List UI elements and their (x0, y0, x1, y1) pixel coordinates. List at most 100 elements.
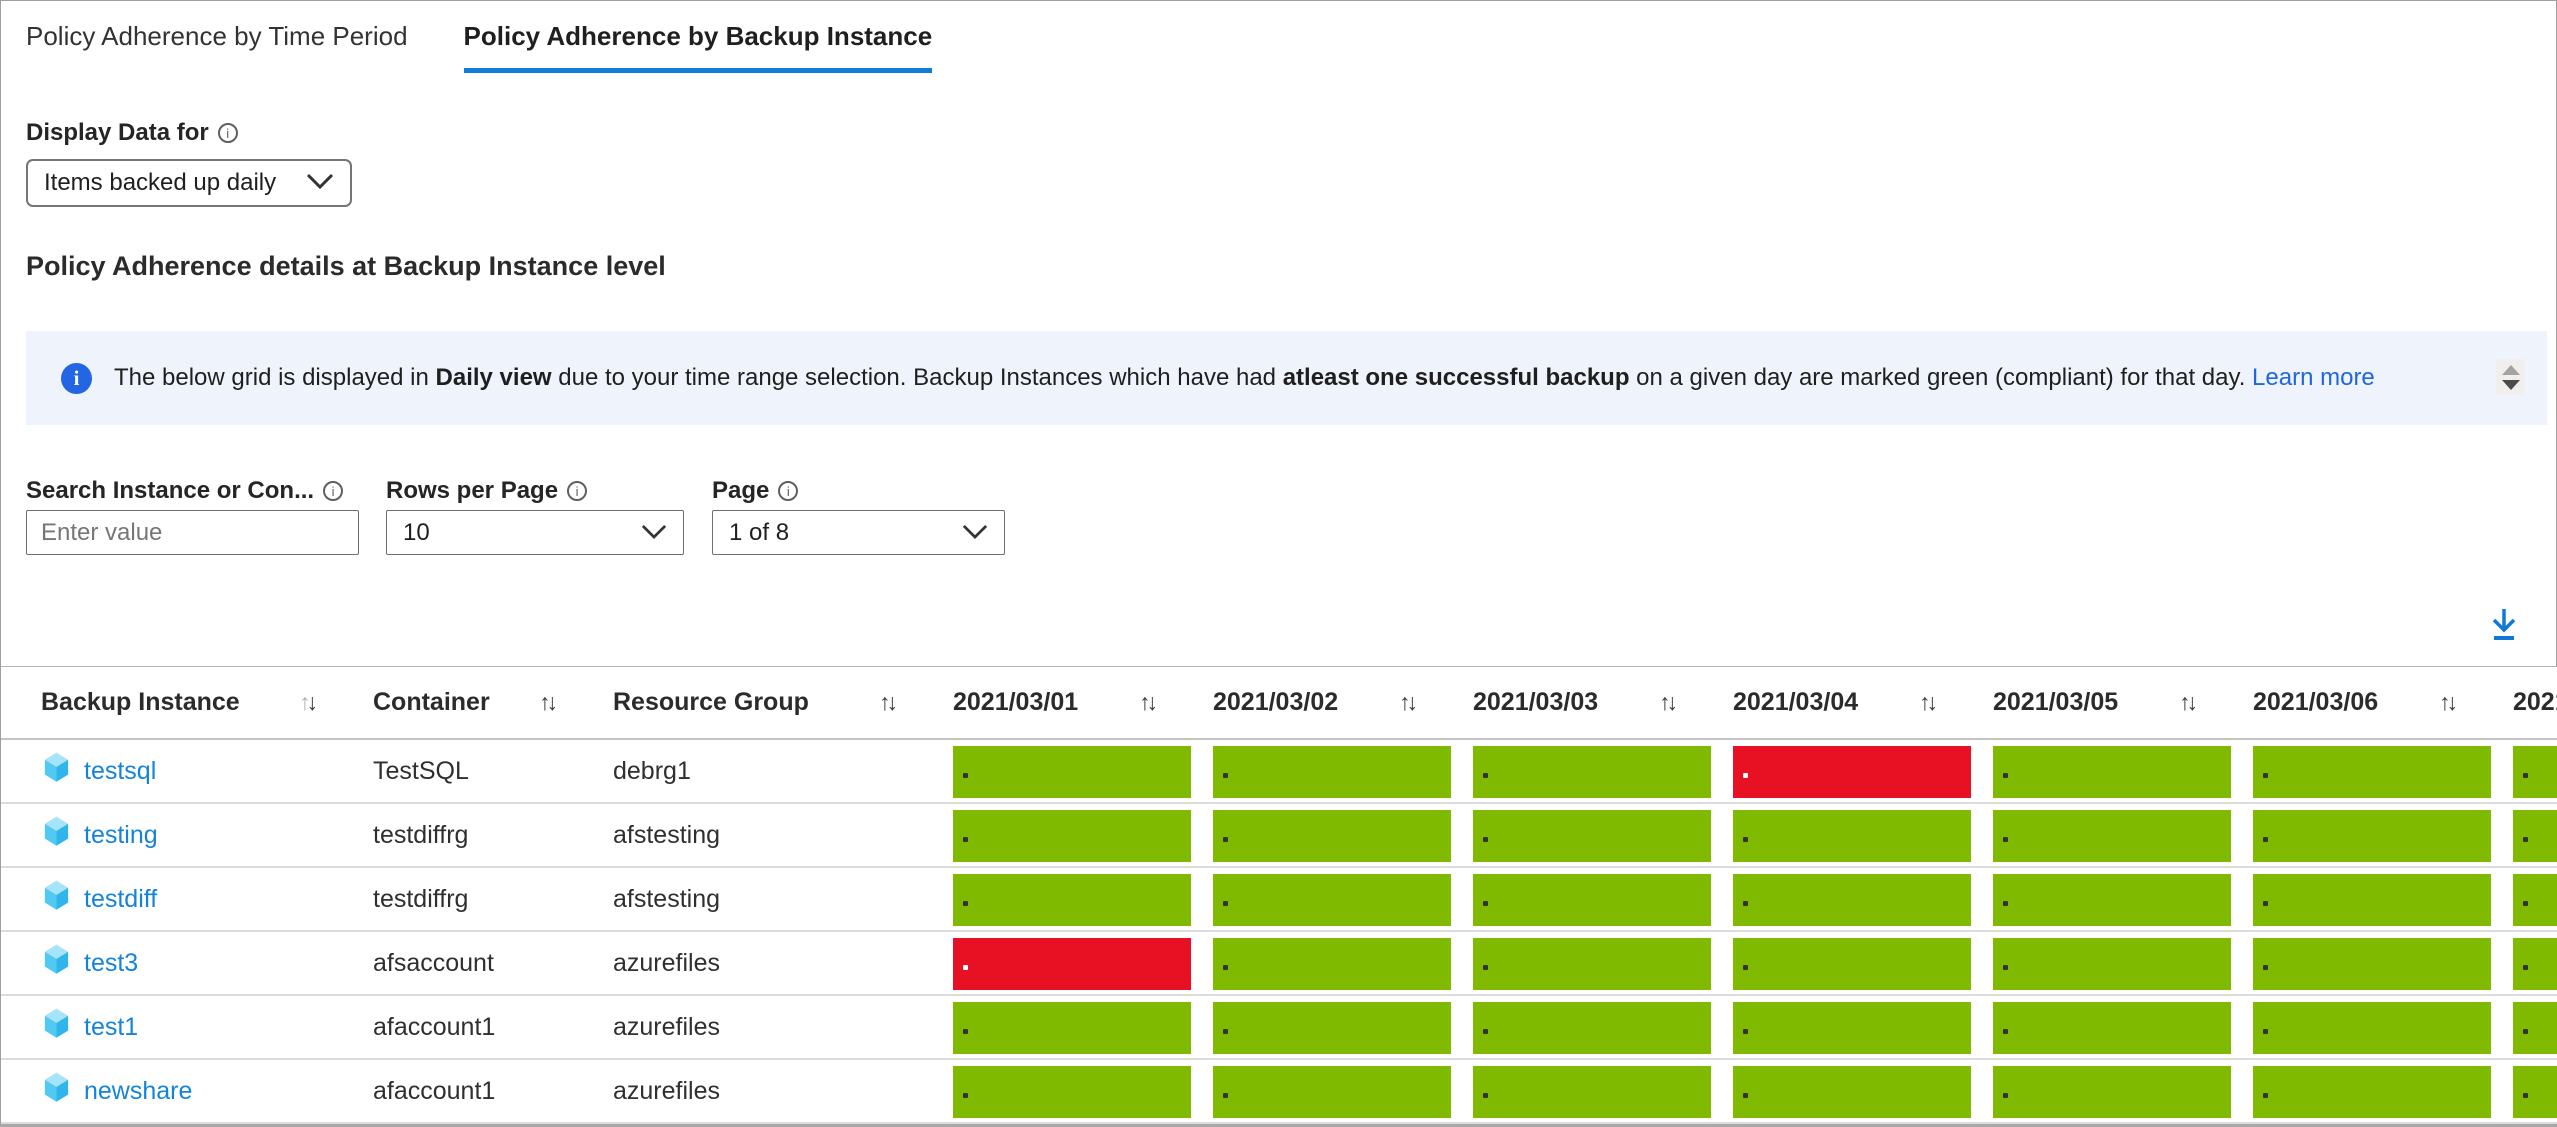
status-cell (928, 932, 1191, 994)
status-block-compliant[interactable] (1213, 810, 1451, 862)
sort-icon[interactable]: ↑↓ (2439, 689, 2458, 715)
page-dropdown[interactable]: 1 of 8 (712, 510, 1005, 555)
column-header-2021-03-03[interactable]: 2021/03/03 ↑↓ (1448, 688, 1708, 717)
column-header-label: 2021/03/04 (1733, 688, 1859, 716)
column-header-container[interactable]: Container ↑↓ (348, 688, 588, 717)
table-row: testdiff testdiffrg afstesting (1, 868, 2557, 932)
status-dot (1743, 837, 1748, 842)
status-block-compliant[interactable] (2253, 938, 2491, 990)
learn-more-link[interactable]: Learn more (2252, 364, 2375, 391)
tab-policy-adherence-time-period[interactable]: Policy Adherence by Time Period (26, 21, 408, 51)
backup-instance-link[interactable]: testsql (84, 756, 157, 785)
status-block-compliant[interactable] (2513, 746, 2557, 798)
status-block-compliant[interactable] (2513, 810, 2557, 862)
status-cell (1448, 868, 1711, 930)
banner-text-segment: due to your time range selection. Backup… (551, 364, 1283, 391)
backup-instance-link[interactable]: testing (84, 820, 158, 849)
status-block-compliant[interactable] (1473, 938, 1711, 990)
status-block-compliant[interactable] (2513, 874, 2557, 926)
table-row: test3 afsaccount azurefiles (1, 932, 2557, 996)
status-block-compliant[interactable] (1213, 874, 1451, 926)
display-data-info-icon[interactable]: i (217, 123, 238, 143)
scroll-up-icon[interactable] (2501, 364, 2520, 375)
status-block-compliant[interactable] (1733, 938, 1971, 990)
container-cell: testdiffrg (373, 884, 469, 913)
rows-per-page-dropdown[interactable]: 10 (386, 510, 684, 555)
rows-per-page-info-icon[interactable]: i (567, 481, 588, 501)
backup-instance-link[interactable]: testdiff (84, 884, 158, 913)
status-block-compliant[interactable] (1213, 1066, 1451, 1118)
status-block-compliant[interactable] (953, 874, 1191, 926)
column-header-2021-03-05[interactable]: 2021/03/05 ↑↓ (1968, 688, 2228, 717)
status-cell (1968, 804, 2231, 866)
status-block-compliant[interactable] (1993, 810, 2231, 862)
status-cell (1968, 740, 2231, 802)
status-block-compliant[interactable] (1213, 938, 1451, 990)
status-cell (928, 1060, 1191, 1122)
status-block-compliant[interactable] (2513, 938, 2557, 990)
sort-icon[interactable]: ↑↓ (1399, 689, 1418, 715)
display-data-dropdown[interactable]: Items backed up daily (26, 159, 352, 207)
sort-icon[interactable]: ↑↓ (879, 689, 898, 715)
status-block-compliant[interactable] (2513, 1002, 2557, 1054)
status-block-compliant[interactable] (1993, 746, 2231, 798)
status-block-compliant[interactable] (1993, 1002, 2231, 1054)
column-header-2021-03-06[interactable]: 2021/03/06 ↑↓ (2228, 688, 2488, 717)
status-cell (1968, 868, 2231, 930)
sort-icon[interactable]: ↑↓ (2179, 689, 2198, 715)
status-block-compliant[interactable] (1993, 938, 2231, 990)
status-block-compliant[interactable] (1473, 1066, 1711, 1118)
status-block-compliant[interactable] (1213, 1002, 1451, 1054)
status-block-compliant[interactable] (1733, 810, 1971, 862)
status-block-compliant[interactable] (953, 810, 1191, 862)
status-block-non-compliant[interactable] (953, 938, 1191, 990)
page-info-icon[interactable]: i (778, 481, 799, 501)
column-header-2021-03-02[interactable]: 2021/03/02 ↑↓ (1188, 688, 1448, 717)
search-label-text: Search Instance or Con... (26, 477, 315, 504)
status-block-compliant[interactable] (1733, 1002, 1971, 1054)
status-block-compliant[interactable] (1473, 810, 1711, 862)
column-header-label: 2021/03/05 (1993, 688, 2119, 716)
search-info-icon[interactable]: i (323, 481, 344, 501)
status-dot (2523, 773, 2528, 778)
status-block-compliant[interactable] (1733, 874, 1971, 926)
column-header-2021-03-04[interactable]: 2021/03/04 ↑↓ (1708, 688, 1968, 717)
status-block-compliant[interactable] (1473, 746, 1711, 798)
column-header-2021-03-01[interactable]: 2021/03/01 ↑↓ (928, 688, 1188, 717)
tab-policy-adherence-backup-instance[interactable]: Policy Adherence by Backup Instance (463, 21, 933, 73)
backup-instance-link[interactable]: newshare (84, 1076, 193, 1105)
status-block-compliant[interactable] (1473, 874, 1711, 926)
page-value: 1 of 8 (729, 518, 790, 546)
status-block-compliant[interactable] (953, 1066, 1191, 1118)
sort-icon[interactable]: ↑↓ (539, 689, 558, 715)
backup-instance-link[interactable]: test1 (84, 1012, 139, 1041)
column-header-resource-group[interactable]: Resource Group ↑↓ (588, 688, 928, 717)
status-block-compliant[interactable] (2253, 1002, 2491, 1054)
status-block-compliant[interactable] (2253, 874, 2491, 926)
status-block-compliant[interactable] (1993, 874, 2231, 926)
status-block-compliant[interactable] (2253, 1066, 2491, 1118)
status-block-compliant[interactable] (1733, 1066, 1971, 1118)
banner-scroll-spinner[interactable] (2496, 359, 2525, 395)
sort-icon[interactable]: ↑↓ (1659, 689, 1678, 715)
status-dot (1483, 773, 1488, 778)
status-block-compliant[interactable] (2253, 810, 2491, 862)
sort-icon[interactable]: ↑↓ (1139, 689, 1158, 715)
status-block-compliant[interactable] (2253, 746, 2491, 798)
download-button[interactable] (2483, 605, 2525, 651)
status-dot (1483, 1093, 1488, 1098)
status-block-compliant[interactable] (953, 746, 1191, 798)
search-input[interactable] (27, 511, 358, 554)
sort-icon[interactable]: ↑↓ (1919, 689, 1938, 715)
status-block-compliant[interactable] (1213, 746, 1451, 798)
column-header-backup-instance[interactable]: Backup Instance ↑↓ (26, 688, 348, 717)
status-block-compliant[interactable] (2513, 1066, 2557, 1118)
status-block-compliant[interactable] (1993, 1066, 2231, 1118)
sort-icon[interactable]: ↑↓ (299, 689, 318, 715)
column-header-2021-03-07[interactable]: 2021/03/07↑↓ (2488, 688, 2557, 717)
scroll-down-icon[interactable] (2501, 379, 2520, 390)
status-block-non-compliant[interactable] (1733, 746, 1971, 798)
status-block-compliant[interactable] (1473, 1002, 1711, 1054)
status-block-compliant[interactable] (953, 1002, 1191, 1054)
backup-instance-link[interactable]: test3 (84, 948, 139, 977)
